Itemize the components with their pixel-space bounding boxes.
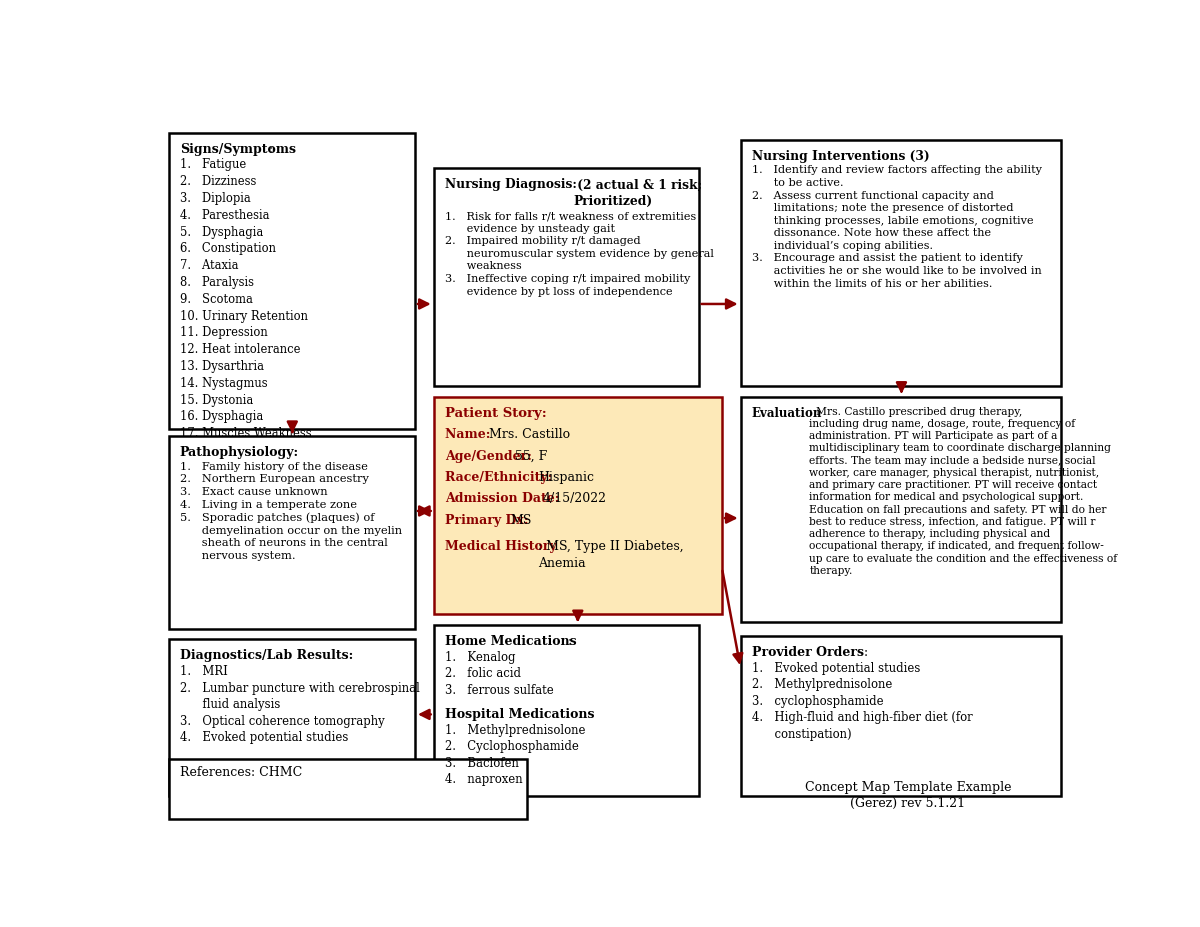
Text: Nursing Interventions (3): Nursing Interventions (3) [751,150,929,163]
Text: :: : [863,646,868,659]
Text: 1.   Fatigue
2.   Dizziness
3.   Diplopia
4.   Paresthesia
5.   Dysphagia
6.   C: 1. Fatigue 2. Dizziness 3. Diplopia 4. P… [180,159,311,440]
Text: 55, F: 55, F [515,450,547,463]
Text: Hispanic: Hispanic [538,471,594,484]
Text: Race/Ethnicity:: Race/Ethnicity: [445,471,557,484]
Text: Primary Dx:: Primary Dx: [445,514,533,527]
Text: : Mrs. Castillo prescribed drug therapy,
including drug name, dosage, route, fre: : Mrs. Castillo prescribed drug therapy,… [809,407,1117,576]
Text: Age/Gender:: Age/Gender: [445,450,536,463]
FancyBboxPatch shape [168,640,415,796]
Text: Diagnostics/Lab Results:: Diagnostics/Lab Results: [180,650,353,663]
Text: Medical History: Medical History [445,540,557,552]
FancyBboxPatch shape [433,397,722,615]
Text: 4/15/2022: 4/15/2022 [542,492,606,505]
Text: Concept Map Template Example
(Gerez) rev 5.1.21: Concept Map Template Example (Gerez) rev… [805,781,1012,810]
Text: : MS, Type II Diabetes,
Anemia: : MS, Type II Diabetes, Anemia [538,540,684,569]
Text: Admission Date:: Admission Date: [445,492,564,505]
Text: :: : [568,635,571,648]
Text: 1.   Risk for falls r/t weakness of extremities
      evidence by unsteady gait
: 1. Risk for falls r/t weakness of extrem… [445,211,714,297]
Text: Name:: Name: [445,428,494,441]
Text: 1.   Evoked potential studies
2.   Methylprednisolone
3.   cyclophosphamide
4.  : 1. Evoked potential studies 2. Methylpre… [751,662,972,741]
FancyBboxPatch shape [740,397,1062,622]
Text: Provider Orders: Provider Orders [751,646,864,659]
Text: Mrs. Castillo: Mrs. Castillo [490,428,570,441]
Text: 1.   Identify and review factors affecting the ability
      to be active.
2.   : 1. Identify and review factors affecting… [751,166,1042,288]
Text: Evaluation: Evaluation [751,407,822,420]
FancyBboxPatch shape [740,140,1062,386]
Text: Nursing Diagnosis:: Nursing Diagnosis: [445,178,577,191]
FancyBboxPatch shape [168,133,415,429]
Text: Signs/Symptoms: Signs/Symptoms [180,143,295,156]
FancyBboxPatch shape [740,636,1062,796]
Text: MS: MS [510,514,532,527]
Text: :: : [582,708,587,721]
Text: Home Medications: Home Medications [445,635,576,648]
Text: 1.   MRI
2.   Lumbar puncture with cerebrospinal
      fluid analysis
3.   Optic: 1. MRI 2. Lumbar puncture with cerebrosp… [180,666,420,744]
Text: :: : [269,143,274,156]
Text: 1.   Kenalog
2.   folic acid
3.   ferrous sulfate: 1. Kenalog 2. folic acid 3. ferrous sulf… [445,651,553,697]
Text: References: CHMC: References: CHMC [180,767,302,780]
Text: 1.   Methylprednisolone
2.   Cyclophosphamide
3.   Baclofen
4.   naproxen: 1. Methylprednisolone 2. Cyclophosphamid… [445,724,586,786]
Text: 1.   Family history of the disease
2.   Northern European ancestry
3.   Exact ca: 1. Family history of the disease 2. Nort… [180,462,402,561]
FancyBboxPatch shape [168,436,415,629]
FancyBboxPatch shape [433,625,698,796]
Text: Pathophysiology:: Pathophysiology: [180,446,299,459]
Text: Patient Story:: Patient Story: [445,408,546,421]
FancyBboxPatch shape [168,758,527,819]
FancyBboxPatch shape [433,169,698,386]
Text: Hospital Medications: Hospital Medications [445,708,594,721]
Text: (2 actual & 1 risk;
Prioritized): (2 actual & 1 risk; Prioritized) [574,178,702,208]
